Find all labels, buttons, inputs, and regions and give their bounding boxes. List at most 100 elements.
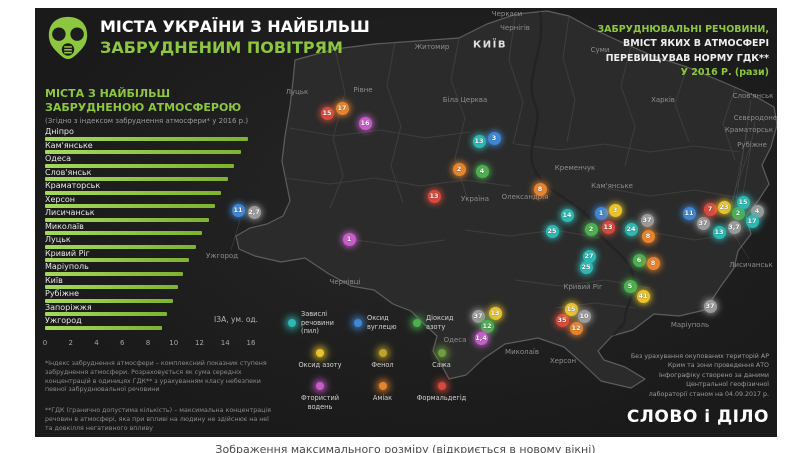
bar: [45, 312, 168, 316]
legend-item: Фтористий водень: [288, 382, 352, 411]
bar-city-label: Маріуполь: [45, 262, 89, 271]
bar: [45, 163, 235, 168]
bar-row: Кам'янське: [45, 140, 285, 156]
x-tick: 10: [169, 339, 179, 347]
pollution-marker: 2: [731, 206, 745, 220]
legend-item: Фенол: [354, 348, 411, 370]
label-connectors: [230, 99, 756, 260]
pollution-marker: 24: [624, 222, 638, 236]
bar-city-label: Запоріжжя: [45, 302, 92, 312]
bar: [45, 204, 215, 208]
legend-label: Діоксид азоту: [426, 314, 454, 331]
legend-dot-no2-icon: [413, 318, 421, 327]
legend-item: Завислі речовини (пил): [288, 310, 352, 336]
pollution-marker: 13: [601, 220, 615, 234]
legend-dot-nh3-icon: [378, 382, 387, 391]
pollution-marker: 35: [555, 313, 569, 327]
pollution-marker: 37: [696, 216, 710, 230]
bar-row: Лисичанськ: [45, 208, 285, 223]
bar-city-label: Кам'янське: [45, 140, 93, 150]
pollution-marker: 2: [584, 222, 598, 236]
pollution-marker: 13: [712, 225, 726, 239]
bar: [45, 244, 196, 249]
chart-title: МІСТА З НАЙБІЛЬШ ЗАБРУДНЕНОЮ АТМОСФЕРОЮ: [45, 87, 242, 115]
pollution-marker: 16: [358, 116, 372, 130]
pollution-marker: 13: [472, 134, 486, 148]
pollution-marker: 8: [641, 229, 655, 243]
legend-label: Оксид вуглецю: [367, 314, 397, 331]
legend-label: Оксид азоту: [298, 360, 342, 369]
dnipro-river: [530, 11, 636, 337]
legend-dot-phenol-icon: [378, 348, 387, 357]
bar: [45, 271, 183, 276]
bar-row: Луцьк: [45, 235, 285, 250]
pollutants-note-line: ЗАБРУДНЮВАЛЬНІ РЕЧОВИНИ,: [597, 24, 769, 35]
bar-city-label: Миколаїв: [45, 221, 84, 231]
bar: [45, 285, 178, 289]
x-tick: 12: [195, 339, 204, 347]
pollution-marker: 15: [320, 106, 334, 120]
pollution-marker: 1: [342, 232, 356, 246]
bar: [45, 325, 163, 330]
bar-rows: Дніпро Кам'янське Одеса Слов'янськ Краматорс…: [45, 127, 285, 331]
credits: Без урахування окупованих територій АР К…: [630, 353, 769, 398]
footnote-iza: *Індекс забруднення атмосфери – комплекс…: [45, 360, 267, 394]
bar-city-label: Кривий Ріг: [45, 248, 90, 258]
legend-label: Сажа: [432, 360, 451, 369]
legend-dot-co-icon: [354, 318, 362, 327]
legend-label: Завислі речовини (пил): [301, 310, 334, 336]
pollution-marker: 25: [545, 224, 559, 238]
pollution-marker: 41: [636, 289, 650, 303]
pollution-marker: 23: [717, 200, 731, 214]
x-tick: 4: [94, 339, 99, 347]
pollution-marker: 3,7: [727, 220, 741, 234]
pollution-marker: 12: [569, 321, 583, 335]
bar-city-label: Луцьк: [45, 235, 71, 244]
bar-row: Краматорськ: [45, 181, 285, 196]
pollution-marker: 1: [594, 206, 608, 220]
bar-row: Ужгород: [45, 316, 285, 331]
bar-row: Кривий Ріг: [45, 248, 285, 264]
pollution-marker: 2: [452, 162, 466, 176]
legend-item: Діоксид азоту: [413, 310, 470, 336]
pollution-marker: 25: [579, 260, 593, 274]
bar-city-label: Слов'янськ: [45, 167, 92, 177]
legend-item: Сажа: [413, 348, 470, 370]
caption-link[interactable]: Зображення максимального розміру (відкри…: [215, 443, 596, 453]
bar-row: Одеса: [45, 154, 285, 169]
legend-dot-hf-icon: [316, 382, 324, 391]
bar: [45, 190, 222, 195]
bar-city-label: Одеса: [45, 154, 72, 163]
pollution-marker: 27: [582, 249, 596, 263]
legend-item: Аміак: [354, 382, 411, 411]
bar-city-label: Київ: [45, 275, 63, 285]
bar-row: Рубіжне: [45, 289, 285, 304]
x-tick: 8: [145, 339, 151, 347]
pollution-marker: 5: [623, 279, 637, 293]
title-line1: МІСТА УКРАЇНИ З НАЙБІЛЬШ: [100, 17, 370, 37]
brand-logo: СЛОВО і ДІЛО: [626, 407, 769, 427]
x-tick: 16: [246, 339, 256, 347]
pollution-marker: 11: [231, 203, 245, 217]
pollution-marker: 37: [703, 299, 717, 313]
pollution-marker: 3: [608, 203, 622, 217]
legend: Завислі речовини (пил) Оксид вуглецю Діокс…: [288, 310, 470, 411]
legend-dot-formaldehyde-icon: [437, 382, 446, 391]
pollution-marker: 13: [427, 189, 441, 203]
legend-label: Фенол: [371, 360, 394, 369]
pollutants-note-line: ВМІСТ ЯКИХ В АТМОСФЕРІ: [623, 38, 769, 50]
pollution-marker: 3: [487, 131, 501, 145]
pollutants-note: ЗАБРУДНЮВАЛЬНІ РЕЧОВИНИ, ВМІСТ ЯКИХ В АТМ…: [597, 23, 769, 80]
pollution-marker: 2,7: [247, 205, 261, 219]
pollution-marker: 10: [577, 309, 591, 323]
title-line2: ЗАБРУДНЕНИМ ПОВІТРЯМ: [100, 38, 343, 57]
footnote-gdk: **ГДК (гранично допустима кількість) – м…: [45, 407, 271, 432]
bar-city-label: Дніпро: [45, 127, 74, 136]
legend-label: Фтористий водень: [300, 394, 340, 411]
pollution-marker: 17: [745, 214, 759, 228]
bar: [45, 217, 209, 222]
pollution-marker: 37: [471, 309, 485, 323]
bar-row: Херсон: [45, 195, 285, 210]
bar-city-label: Рубіжне: [45, 289, 80, 298]
